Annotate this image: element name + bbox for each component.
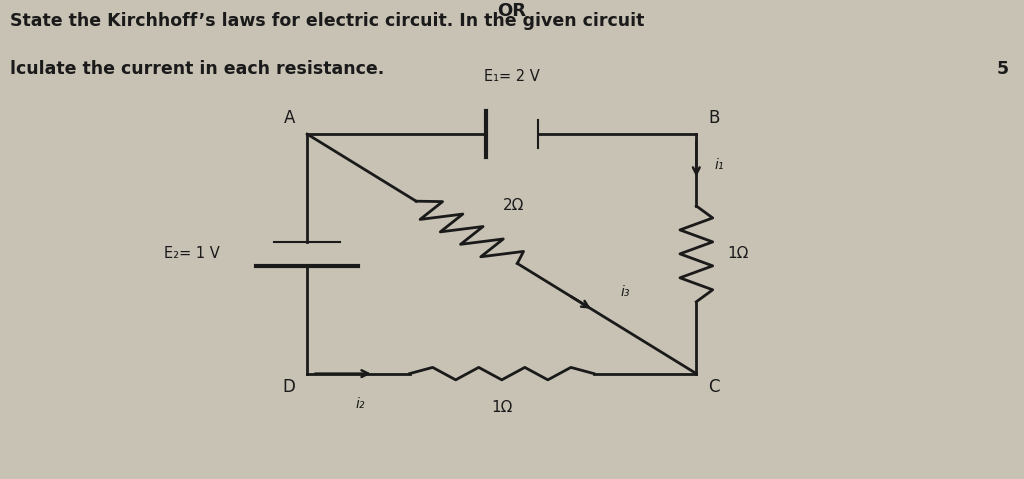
Text: i₂: i₂	[355, 397, 366, 411]
Text: 2Ω: 2Ω	[503, 198, 524, 214]
Text: C: C	[709, 378, 720, 397]
Text: E₁= 2 V: E₁= 2 V	[484, 69, 540, 84]
Text: 5: 5	[996, 60, 1009, 78]
Text: E₂= 1 V: E₂= 1 V	[165, 246, 220, 262]
Text: lculate the current in each resistance.: lculate the current in each resistance.	[10, 60, 384, 78]
Text: D: D	[282, 378, 295, 397]
Text: i₁: i₁	[715, 158, 724, 172]
Text: A: A	[284, 109, 295, 127]
Text: i₃: i₃	[621, 285, 630, 299]
Text: 1Ω: 1Ω	[492, 400, 512, 415]
Text: State the Kirchhoff’s laws for electric circuit. In the given circuit: State the Kirchhoff’s laws for electric …	[10, 12, 645, 30]
Text: 1Ω: 1Ω	[727, 246, 749, 262]
Text: OR: OR	[498, 2, 526, 21]
Text: B: B	[709, 109, 720, 127]
